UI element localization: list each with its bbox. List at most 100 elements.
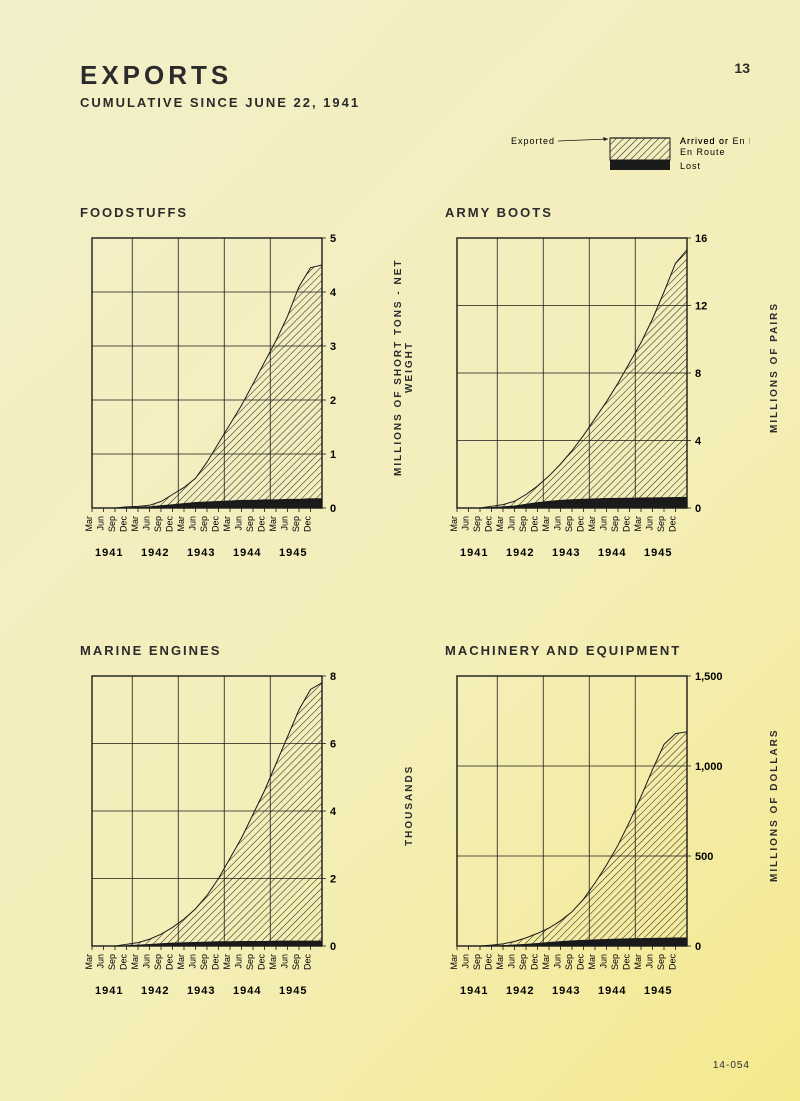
y-tick-label: 2 bbox=[330, 395, 336, 407]
x-tick-label: Mar bbox=[176, 954, 186, 970]
x-tick-label: Sep bbox=[291, 954, 301, 970]
x-tick-label: Sep bbox=[472, 516, 482, 532]
x-tick-label: Jun bbox=[280, 516, 290, 531]
x-tick-label: Sep bbox=[656, 516, 666, 532]
x-tick-label: Sep bbox=[107, 516, 117, 532]
x-tick-label: Dec bbox=[668, 954, 678, 971]
y-tick-label: 5 bbox=[330, 233, 336, 245]
x-year-label: 1945 bbox=[644, 547, 672, 559]
x-tick-label: Dec bbox=[576, 954, 586, 971]
x-year-label: 1941 bbox=[460, 985, 488, 997]
x-tick-label: Sep bbox=[153, 954, 163, 970]
y-tick-label: 8 bbox=[695, 368, 701, 380]
x-tick-label: Mar bbox=[449, 954, 459, 970]
chart-svg: 0481216MarJunSepDecMarJunSepDecMarJunSep… bbox=[445, 232, 745, 592]
series-exported bbox=[92, 265, 322, 508]
x-tick-label: Dec bbox=[530, 516, 540, 533]
x-tick-label: Jun bbox=[96, 516, 106, 531]
plot-area: MILLIONS OF DOLLARS05001,0001,500MarJunS… bbox=[445, 670, 750, 1038]
x-tick-label: Jun bbox=[461, 954, 471, 969]
title-block: EXPORTS CUMULATIVE SINCE JUNE 22, 1941 bbox=[80, 60, 750, 110]
x-tick-label: Mar bbox=[541, 516, 551, 532]
y-tick-label: 3 bbox=[330, 341, 336, 353]
series-exported bbox=[457, 732, 687, 946]
chart-legend: Exported Arrived or En Route Arrived or … bbox=[490, 130, 750, 190]
x-tick-label: Jun bbox=[188, 954, 198, 969]
x-year-label: 1942 bbox=[506, 985, 534, 997]
x-tick-label: Mar bbox=[130, 516, 140, 532]
x-year-label: 1944 bbox=[598, 547, 626, 559]
x-year-label: 1943 bbox=[187, 985, 215, 997]
x-tick-label: Jun bbox=[599, 516, 609, 531]
x-tick-label: Dec bbox=[530, 954, 540, 971]
y-axis-label: MILLIONS OF SHORT TONS - NET WEIGHT bbox=[393, 232, 415, 502]
x-tick-label: Dec bbox=[576, 516, 586, 533]
chart-title: ARMY BOOTS bbox=[445, 205, 750, 220]
x-tick-label: Sep bbox=[564, 516, 574, 532]
y-tick-label: 16 bbox=[695, 233, 707, 245]
x-tick-label: Sep bbox=[610, 954, 620, 970]
x-tick-label: Dec bbox=[211, 516, 221, 533]
chart-marineengines: MARINE ENGINESTHOUSANDS02468MarJunSepDec… bbox=[80, 643, 385, 1041]
chart-machinery: MACHINERY AND EQUIPMENTMILLIONS OF DOLLA… bbox=[445, 643, 750, 1041]
x-year-label: 1944 bbox=[233, 985, 261, 997]
y-tick-label: 1 bbox=[330, 449, 336, 461]
x-year-label: 1944 bbox=[598, 985, 626, 997]
page-subtitle: CUMULATIVE SINCE JUNE 22, 1941 bbox=[80, 95, 750, 110]
y-tick-label: 12 bbox=[695, 301, 707, 313]
y-axis-label: MILLIONS OF DOLLARS bbox=[769, 670, 780, 940]
x-tick-label: Sep bbox=[199, 516, 209, 532]
plot-area: MILLIONS OF PAIRS0481216MarJunSepDecMarJ… bbox=[445, 232, 750, 600]
x-tick-label: Sep bbox=[472, 954, 482, 970]
x-tick-label: Mar bbox=[633, 954, 643, 970]
x-year-label: 1941 bbox=[95, 985, 123, 997]
x-tick-label: Dec bbox=[119, 954, 129, 971]
y-tick-label: 1,500 bbox=[695, 671, 723, 683]
series-exported bbox=[92, 683, 322, 946]
x-tick-label: Mar bbox=[495, 516, 505, 532]
chart-armyboots: ARMY BOOTSMILLIONS OF PAIRS0481216MarJun… bbox=[445, 205, 750, 603]
x-tick-label: Mar bbox=[541, 954, 551, 970]
y-tick-label: 2 bbox=[330, 874, 336, 886]
x-tick-label: Dec bbox=[165, 954, 175, 971]
page-content: 1 3 EXPORTS CUMULATIVE SINCE JUNE 22, 194… bbox=[80, 60, 750, 1041]
x-year-label: 1943 bbox=[187, 547, 215, 559]
x-tick-label: Sep bbox=[518, 954, 528, 970]
x-tick-label: Dec bbox=[257, 954, 267, 971]
x-year-label: 1941 bbox=[95, 547, 123, 559]
x-tick-label: Jun bbox=[188, 516, 198, 531]
x-tick-label: Mar bbox=[176, 516, 186, 532]
x-year-label: 1941 bbox=[460, 547, 488, 559]
x-tick-label: Jun bbox=[645, 516, 655, 531]
y-axis-label: THOUSANDS bbox=[404, 670, 415, 940]
x-tick-label: Sep bbox=[245, 954, 255, 970]
x-tick-label: Dec bbox=[257, 516, 267, 533]
x-year-label: 1943 bbox=[552, 547, 580, 559]
plot-area: MILLIONS OF SHORT TONS - NET WEIGHT01234… bbox=[80, 232, 385, 600]
x-tick-label: Mar bbox=[633, 516, 643, 532]
x-tick-label: Jun bbox=[461, 516, 471, 531]
x-tick-label: Sep bbox=[564, 954, 574, 970]
y-tick-label: 4 bbox=[330, 287, 337, 299]
x-tick-label: Jun bbox=[553, 516, 563, 531]
y-tick-label: 0 bbox=[330, 503, 336, 515]
x-tick-label: Sep bbox=[107, 954, 117, 970]
x-tick-label: Dec bbox=[303, 954, 313, 971]
x-tick-label: Sep bbox=[291, 516, 301, 532]
chart-svg: 02468MarJunSepDecMarJunSepDecMarJunSepDe… bbox=[80, 670, 380, 1030]
x-tick-label: Jun bbox=[645, 954, 655, 969]
chart-svg: 012345MarJunSepDecMarJunSepDecMarJunSepD… bbox=[80, 232, 380, 592]
x-tick-label: Sep bbox=[518, 516, 528, 532]
y-tick-label: 8 bbox=[330, 671, 336, 683]
charts-grid: FOODSTUFFSMILLIONS OF SHORT TONS - NET W… bbox=[80, 205, 750, 1041]
x-tick-label: Mar bbox=[268, 954, 278, 970]
y-tick-label: 1,000 bbox=[695, 761, 723, 773]
x-tick-label: Dec bbox=[668, 516, 678, 533]
x-tick-label: Jun bbox=[234, 516, 244, 531]
x-tick-label: Mar bbox=[268, 516, 278, 532]
x-tick-label: Mar bbox=[449, 516, 459, 532]
x-tick-label: Mar bbox=[587, 954, 597, 970]
x-tick-label: Dec bbox=[622, 516, 632, 533]
x-tick-label: Jun bbox=[507, 954, 517, 969]
series-exported bbox=[457, 250, 687, 508]
